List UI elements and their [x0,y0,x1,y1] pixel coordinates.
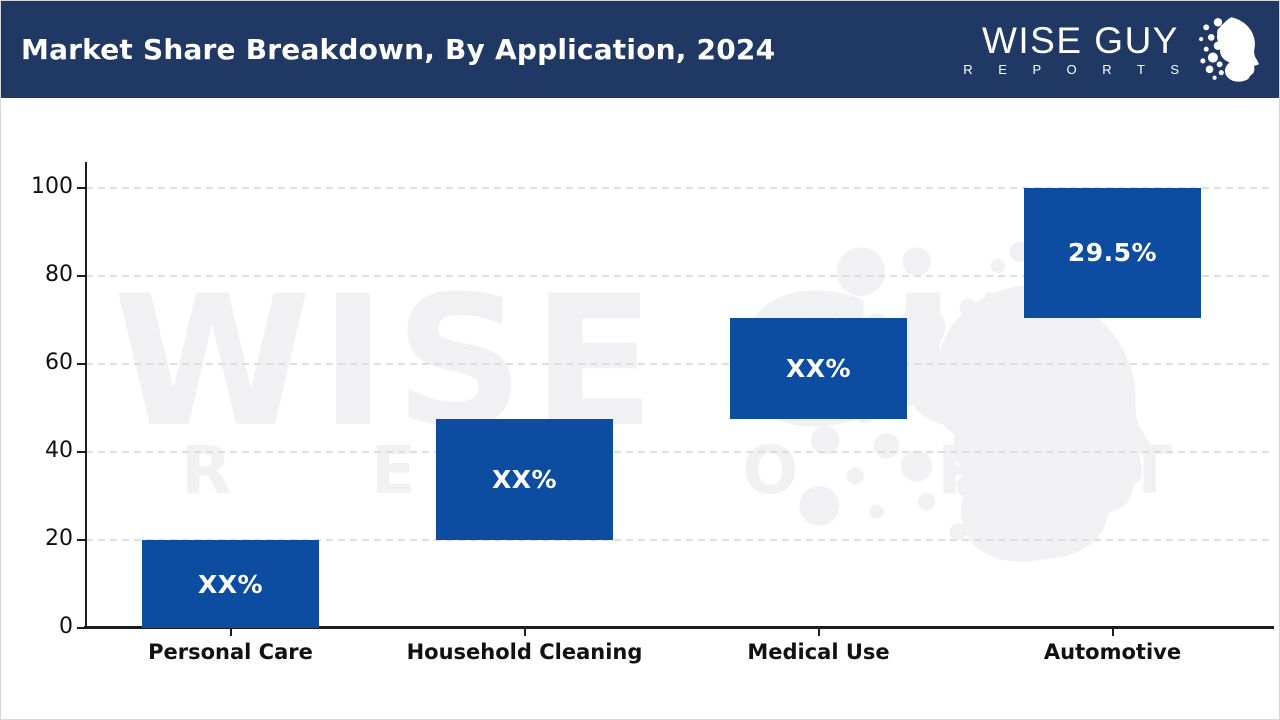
gridline-60 [86,363,1273,365]
x-category-label-medical-use: Medical Use [747,640,890,664]
x-axis-line [84,626,1274,629]
bar-value-label: 29.5% [1067,238,1158,268]
y-tick-mark-100 [77,187,85,189]
y-tick-mark-60 [77,363,85,365]
bar-value-label: XX% [491,465,558,494]
bar-automotive: 29.5% [1024,188,1201,318]
y-tick-mark-0 [77,627,85,629]
y-tick-label-100: 100 [31,174,73,199]
brand-logo: WISE GUY R E P O R T S [963,9,1265,91]
y-tick-label-60: 60 [45,350,73,375]
brand-name: WISE GUY [981,20,1179,61]
y-tick-label-40: 40 [45,438,73,463]
gridline-80 [86,275,1273,277]
y-tick-label-20: 20 [45,526,73,551]
y-tick-mark-80 [77,275,85,277]
gridline-20 [86,539,1273,541]
bar-personal-care: XX% [142,540,319,628]
x-category-label-household-cleaning: Household Cleaning [406,640,643,664]
bar-household-cleaning: XX% [436,419,613,540]
x-category-label-personal-care: Personal Care [148,640,313,664]
bar-medical-use: XX% [730,317,907,419]
gridline-40 [86,451,1273,453]
brand-logo-text: WISE GUY R E P O R T S [963,22,1179,77]
bar-value-label: XX% [785,353,852,383]
y-tick-label-80: 80 [45,262,73,287]
chart-title: Market Share Breakdown, By Application, … [21,33,776,66]
y-tick-mark-40 [77,451,85,453]
y-axis-line [85,162,87,628]
x-category-label-automotive: Automotive [1043,640,1182,664]
x-tick-mark-2 [523,628,526,636]
brand-subtitle: R E P O R T S [963,62,1190,77]
bar-value-label: XX% [197,569,264,599]
y-tick-label-0: 0 [59,614,73,639]
gridline-100 [86,187,1273,189]
x-tick-mark-3 [817,628,820,636]
x-tick-mark-1 [229,628,232,636]
y-tick-mark-20 [77,539,85,541]
brand-face-icon [1199,16,1260,82]
x-tick-mark-4 [1111,628,1114,636]
header-band: Market Share Breakdown, By Application, … [1,1,1279,98]
